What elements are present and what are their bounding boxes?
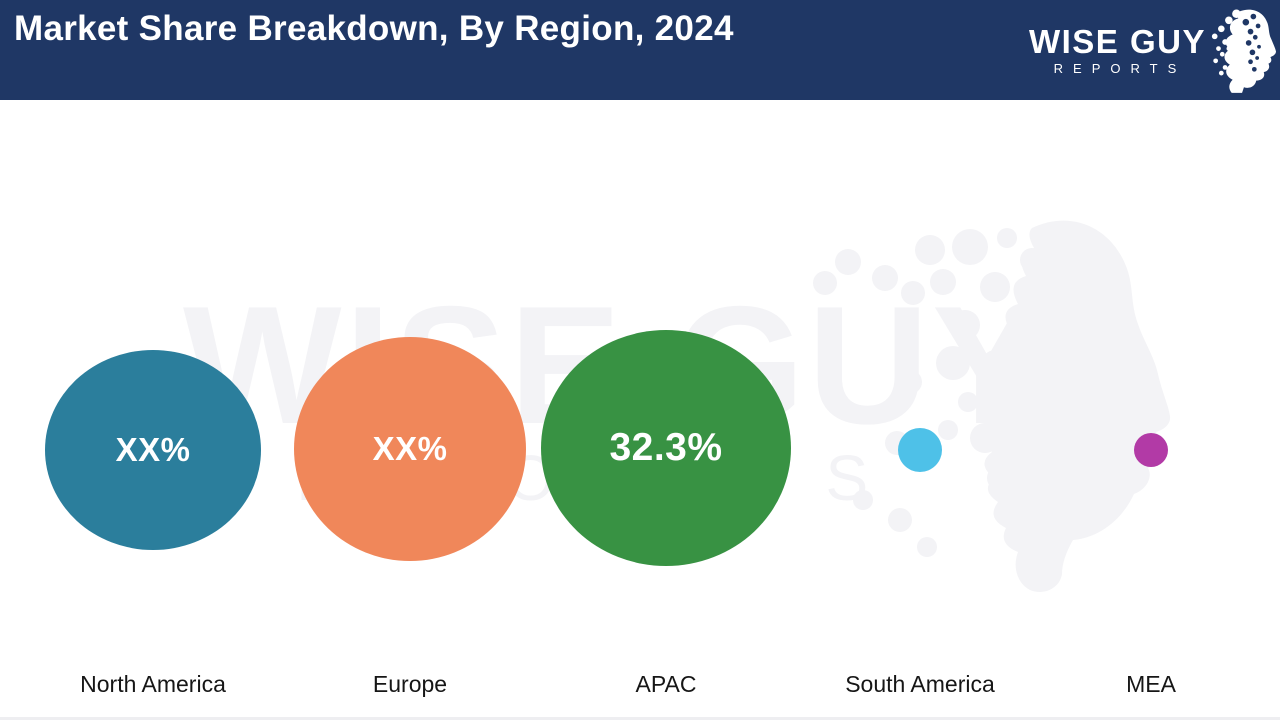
wiseguy-logo: WISE GUY REPORTS [1029,3,1276,97]
watermark-head-icon [813,220,1171,593]
region-label-south-america: South America [845,671,995,697]
logo-head-icon [1211,9,1276,93]
logo-wordmark: WISE GUY [1028,22,1206,60]
bottom-hairline [0,717,1280,720]
bubble-north-america: XX% [45,350,261,550]
region-label-europe: Europe [372,671,448,697]
bubble-value-label: XX% [115,431,191,468]
bubble-mea [1134,433,1168,467]
header: Market Share Breakdown, By Region, 2024 … [0,0,1280,100]
bubble-south-america [898,428,942,472]
logo-reports-line: REPORTS [1053,60,1187,76]
region-label-apac: APAC [635,671,697,697]
bubble-layer: XX% North America XX% Europe 32.3% APAC South … [0,100,1280,720]
page-title: Market Share Breakdown, By Region, 2024 [14,9,734,48]
bubble-apac: 32.3% [541,330,791,566]
bubble-europe: XX% [294,337,526,561]
logo-text: WISE GUY REPORTS [1029,25,1206,76]
region-label-mea: MEA [1126,671,1176,697]
chart-area: WISE GUY REPORTS XX%North AmericaXX%Euro… [0,100,1280,720]
bubble-value-label: XX% [372,430,448,467]
region-label-north-america: North America [80,671,226,697]
bubble-value-label: 32.3% [609,426,723,469]
